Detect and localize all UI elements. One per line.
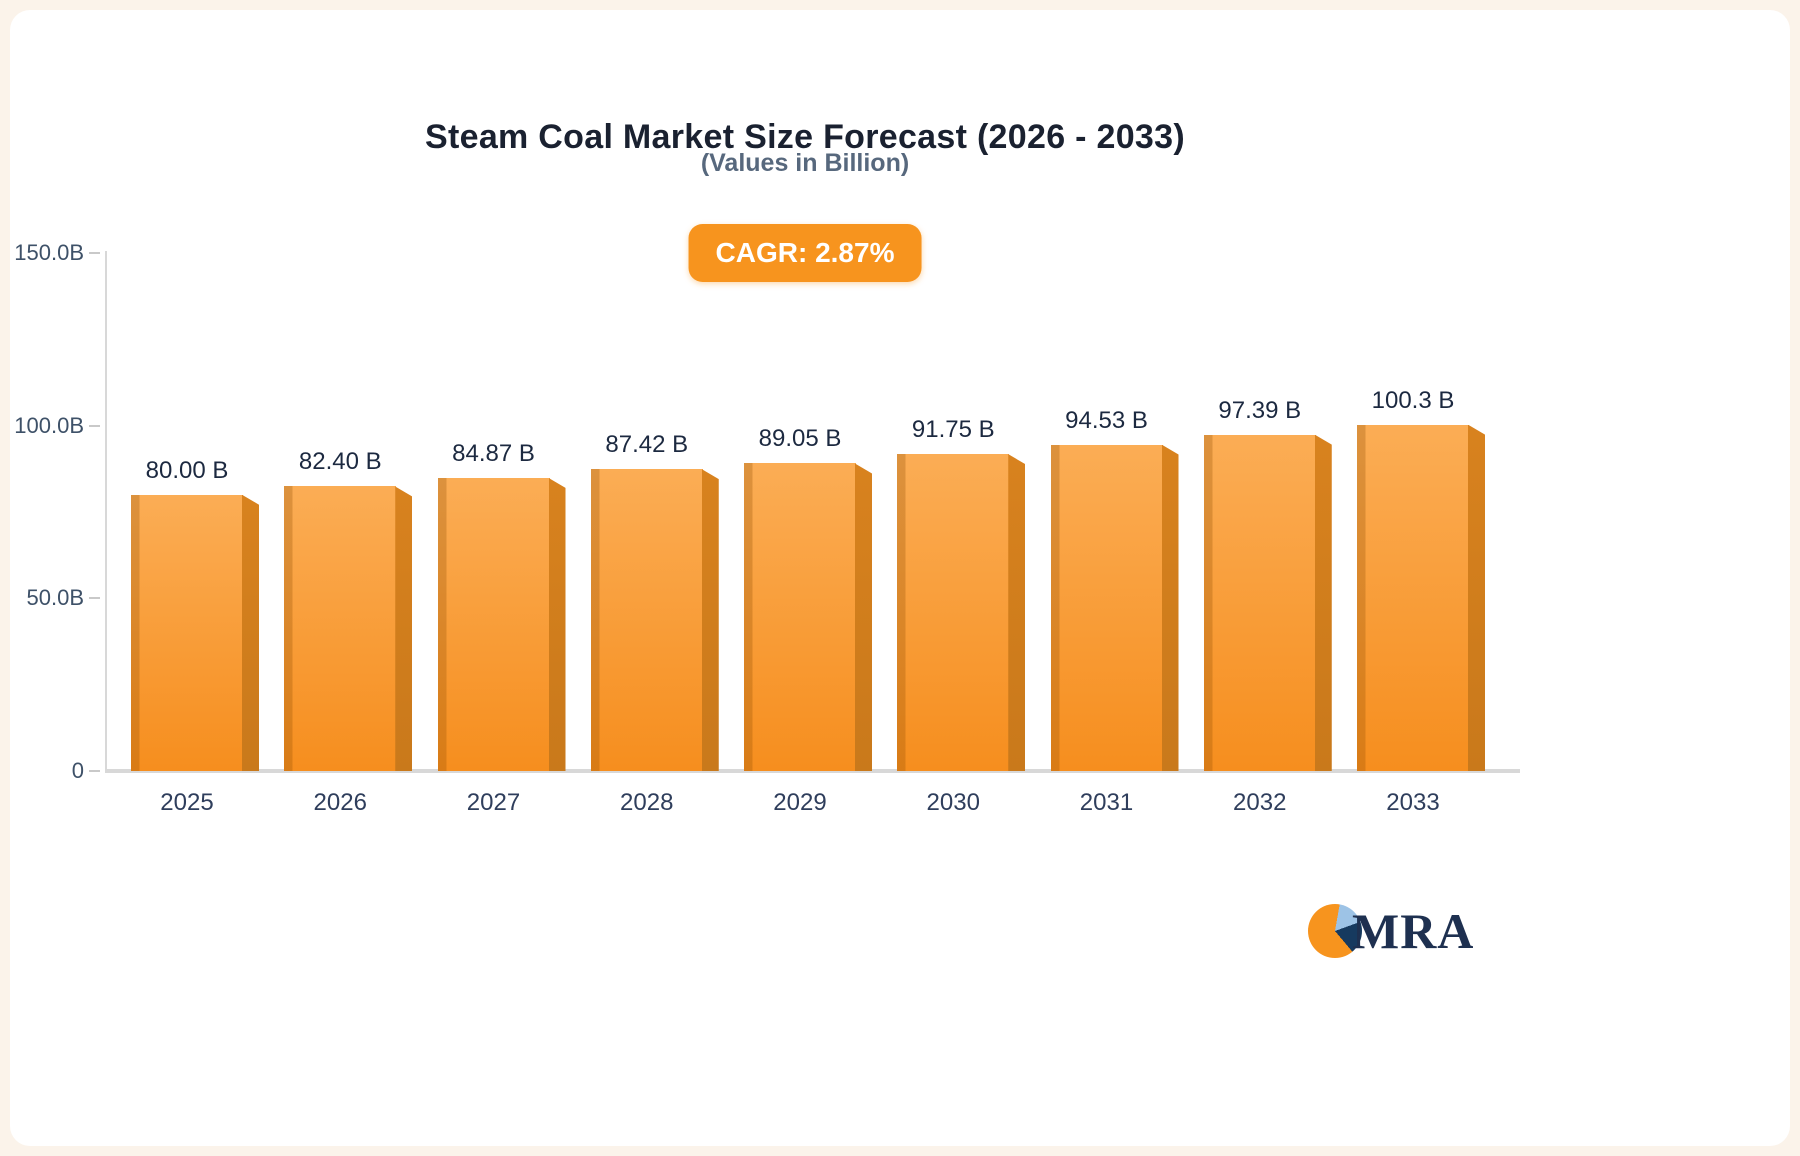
bar-side-face [701, 469, 719, 771]
x-axis-category-label: 2025 [160, 789, 214, 816]
bar-group [437, 477, 568, 771]
bar-side-face [855, 463, 872, 771]
chart-title: Steam Coal Market Size Forecast (2026 - … [425, 117, 1185, 156]
bar-group [744, 463, 874, 771]
bar-group [590, 469, 721, 771]
x-axis-category-label: 2031 [1079, 789, 1134, 816]
y-axis-tick-label: 50.0B [26, 585, 85, 611]
bar-front-face [437, 477, 550, 771]
logo-text: MRA [1352, 903, 1475, 959]
bar-value-label: 87.42 B [605, 431, 689, 459]
bar-side-face [548, 477, 566, 771]
y-axis-tick-mark [89, 424, 100, 427]
y-axis-tick-label: 150.0B [14, 240, 84, 265]
x-axis-category-label: 2029 [773, 789, 827, 816]
bar-value-label: 100.3 B [1371, 386, 1455, 414]
bar-front-face [131, 494, 243, 771]
bar-side-face [242, 494, 259, 771]
bar-value-label: 82.40 B [298, 448, 382, 476]
bar-value-label: 89.05 B [758, 425, 842, 453]
bar-front-face [897, 454, 1010, 771]
x-axis-category-label: 2027 [466, 789, 521, 816]
bar-value-label: 97.39 B [1218, 396, 1302, 424]
bar-side-face [1314, 434, 1332, 771]
x-axis-category-label: 2032 [1233, 789, 1287, 816]
x-axis-category-label: 2030 [926, 789, 980, 816]
bar-side-face [1468, 424, 1485, 771]
cagr-badge: CAGR: 2.87% [688, 224, 922, 282]
y-axis-tick-mark [89, 597, 100, 600]
logo-pie-icon [1308, 904, 1362, 958]
y-axis-line [105, 251, 107, 773]
x-axis-line [105, 769, 1520, 773]
bar-front-face [284, 486, 397, 771]
bar-value-label: 94.53 B [1065, 406, 1148, 434]
y-axis-tick-mark [89, 252, 100, 254]
y-axis-tick-label: 0 [71, 758, 84, 783]
bar-value-label: 84.87 B [452, 439, 535, 467]
bar-side-face [1161, 444, 1179, 771]
bar-front-face [744, 463, 856, 771]
chart-subtitle: (Values in Billion) [700, 149, 910, 177]
bar-group [897, 454, 1027, 771]
bar-front-face [590, 469, 703, 771]
bar-side-face [395, 486, 413, 771]
x-axis-category-label: 2026 [313, 789, 367, 816]
bar-value-label: 91.75 B [911, 416, 995, 444]
bar-group [1203, 434, 1334, 771]
bar-group [1357, 424, 1487, 771]
bar-group [1050, 444, 1181, 771]
bar-group [284, 486, 414, 771]
brand-logo: MRA [1308, 902, 1474, 960]
x-axis-category-label: 2028 [620, 789, 674, 816]
bar-value-label: 80.00 B [145, 456, 229, 484]
bar-front-face [1203, 434, 1316, 771]
y-axis-tick-label: 100.0B [14, 412, 84, 438]
y-axis-tick-mark [89, 770, 100, 772]
bar-group [131, 494, 261, 771]
bar-side-face [1008, 454, 1026, 771]
bar-front-face [1357, 424, 1469, 771]
x-axis-category-label: 2033 [1386, 789, 1440, 816]
bar-front-face [1050, 444, 1163, 771]
